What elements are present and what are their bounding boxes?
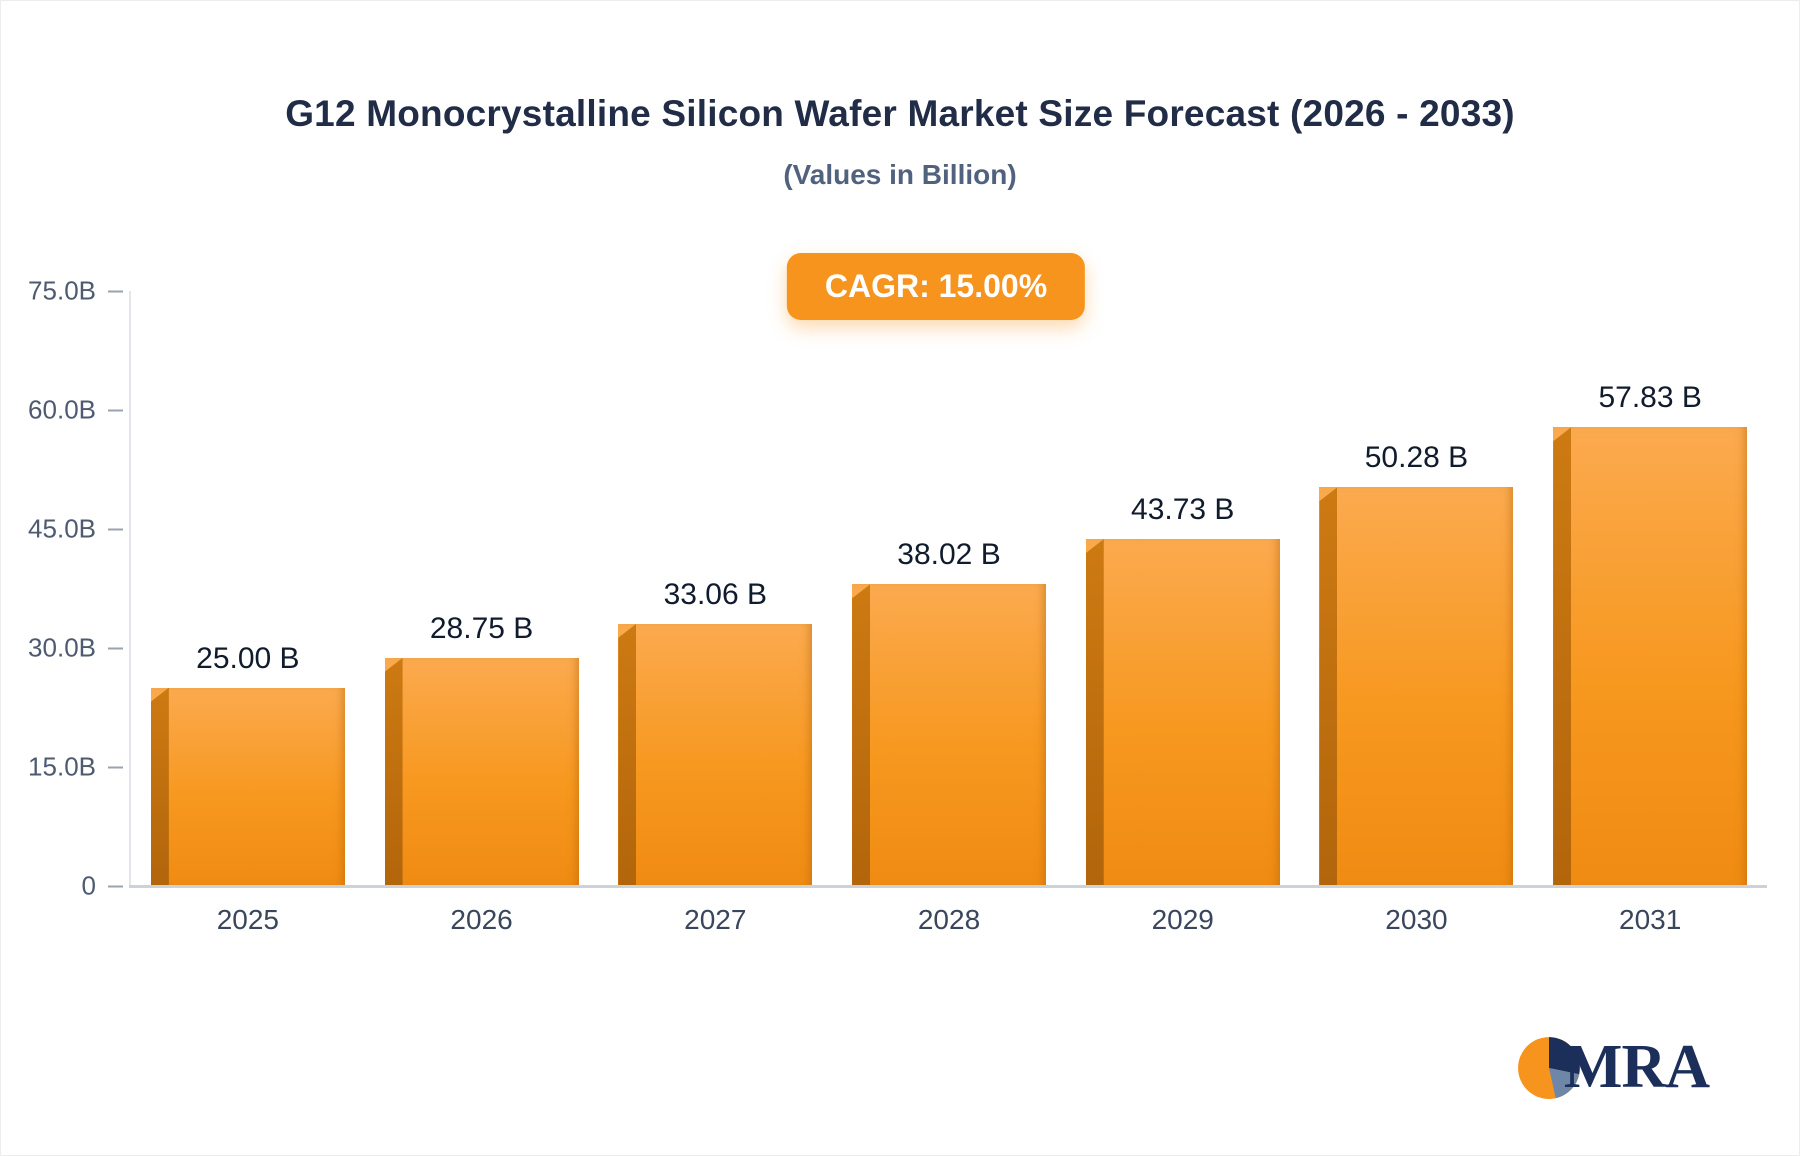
y-tick-label: 15.0B xyxy=(28,751,96,782)
bar-value-label: 38.02 B xyxy=(897,538,1001,572)
x-axis-label: 2025 xyxy=(216,904,279,935)
bar xyxy=(1085,539,1280,886)
chart-title: G12 Monocrystalline Silicon Wafer Market… xyxy=(285,93,1515,134)
bar-left-edge xyxy=(1553,427,1572,886)
bars-container: 25.00 B 28.75 B 33.06 B 38.02 B 43.73 B 50.28… xyxy=(131,291,1767,886)
x-axis-label: 2026 xyxy=(450,904,513,935)
bar-value-label: 25.00 B xyxy=(196,641,300,675)
bar xyxy=(1319,487,1514,886)
brand-logo: MRA xyxy=(1516,1032,1710,1103)
bar-value-label: 28.75 B xyxy=(429,611,534,645)
y-tick-mark xyxy=(108,528,123,530)
x-axis-label: 2029 xyxy=(1151,904,1214,935)
plot-area: 75.0B 60.0B 45.0B 30.0B 15.0B 0 25.00 B 28.75 … xyxy=(28,276,1767,935)
y-tick-label: 0 xyxy=(81,870,96,901)
bar-slot: 25.00 B xyxy=(131,291,365,886)
y-tick-label: 30.0B xyxy=(28,632,96,663)
bar xyxy=(618,623,813,886)
y-tick-mark xyxy=(108,409,123,411)
y-tick: 45.0B xyxy=(28,514,123,545)
bar-value-label: 50.28 B xyxy=(1364,441,1469,475)
bar-value-label: 57.83 B xyxy=(1598,381,1702,415)
y-tick: 0 xyxy=(82,871,123,902)
y-tick: 15.0B xyxy=(28,752,123,783)
bar-slot: 43.73 B xyxy=(1066,291,1300,886)
x-axis-label: 2030 xyxy=(1385,904,1448,935)
bar xyxy=(852,584,1046,886)
bar-value-label: 33.06 B xyxy=(663,577,767,611)
bar xyxy=(384,657,579,886)
bar-left-edge xyxy=(618,623,637,886)
bar-slot: 57.83 B xyxy=(1533,291,1767,886)
y-tick: 60.0B xyxy=(28,395,123,426)
bar-left-edge xyxy=(384,657,403,886)
y-tick-mark xyxy=(108,766,123,768)
bar-slot: 28.75 B xyxy=(365,291,599,886)
y-tick-label: 60.0B xyxy=(28,394,96,425)
chart-subtitle: (Values in Billion) xyxy=(783,159,1017,190)
bar-slot: 50.28 B xyxy=(1300,291,1534,886)
y-tick: 30.0B xyxy=(28,633,123,664)
bar-left-edge xyxy=(1085,539,1104,886)
bar xyxy=(150,687,345,886)
y-tick-mark xyxy=(108,290,123,292)
bar-slot: 33.06 B xyxy=(598,291,832,886)
bar xyxy=(1553,427,1748,886)
bar-left-edge xyxy=(852,584,871,886)
x-axis-label: 2028 xyxy=(917,904,981,935)
cagr-badge-label: CAGR: 15.00% xyxy=(824,268,1048,304)
y-tick-label: 75.0B xyxy=(28,275,96,306)
bar-value-label: 43.73 B xyxy=(1131,493,1235,527)
bar-slot: 38.02 B xyxy=(832,291,1066,886)
x-axis-labels: 2025 2026 2027 2028 2029 2030 2031 xyxy=(131,904,1767,936)
y-tick-mark xyxy=(108,647,123,649)
y-axis: 75.0B 60.0B 45.0B 30.0B 15.0B 0 xyxy=(1,276,123,901)
y-tick-label: 45.0B xyxy=(28,513,96,544)
y-tick-mark xyxy=(108,885,123,887)
logo-text: MRA xyxy=(1563,1033,1710,1101)
bar-left-edge xyxy=(150,687,169,886)
x-axis-label: 2031 xyxy=(1619,904,1682,935)
bar-left-edge xyxy=(1319,487,1338,886)
x-axis-label: 2027 xyxy=(684,904,747,935)
logo-pie-icon xyxy=(1517,1036,1580,1099)
y-tick: 75.0B xyxy=(28,276,123,307)
cagr-badge: CAGR: 15.00% xyxy=(786,253,1086,320)
